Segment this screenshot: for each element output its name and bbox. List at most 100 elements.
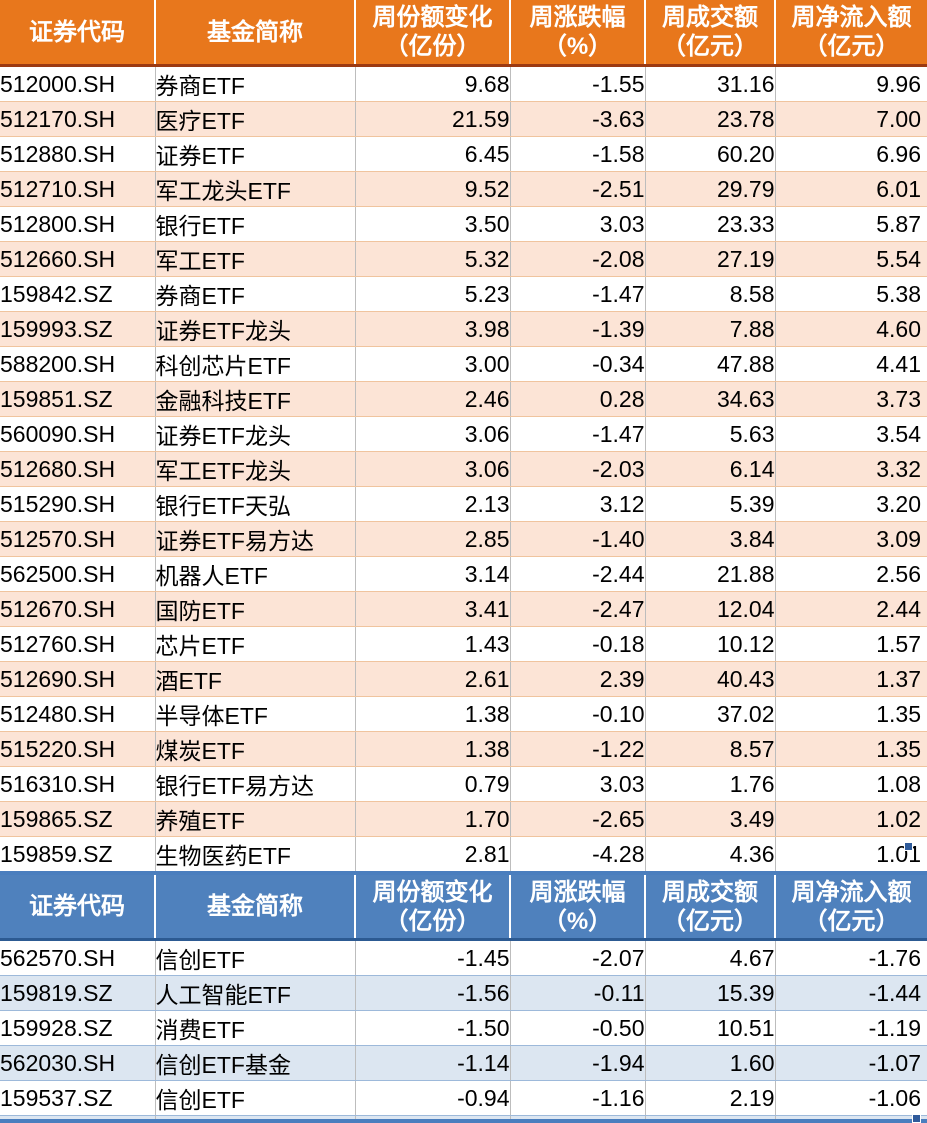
cell-turnover: 1.60 [645,1045,776,1081]
net-outflow-table-body: 562570.SH 信创ETF -1.45 -2.07 4.67 -1.76 159819.… [0,939,927,1123]
fill-handle-icon[interactable] [904,842,913,851]
header-label: 周份额变化 [372,878,493,906]
table-row: 516310.SH 银行ETF易方达 0.79 3.03 1.76 1.08 [0,766,927,802]
header-unit: （亿元） [662,33,758,60]
cell-share-change: -1.56 [355,975,511,1011]
cell-code: 562500.SH [0,556,156,592]
cell-code: 159851.SZ [0,381,156,417]
cell-name: 医疗ETF [155,101,356,137]
cell-turnover: 4.67 [645,939,776,976]
table-row: 512480.SH 半导体ETF 1.38 -0.10 37.02 1.35 [0,696,927,732]
table-row: 512690.SH 酒ETF 2.61 2.39 40.43 1.37 [0,661,927,697]
cell-name: 军工龙头ETF [155,171,356,207]
cell-share-change: 6.45 [355,136,511,172]
cell-net-inflow: 5.38 [775,276,927,312]
cell-pct-change: -0.10 [510,696,646,732]
cell-pct-change: -4.28 [510,836,646,871]
cell-share-change: 1.38 [355,731,511,767]
cell-turnover: 4.36 [645,836,776,871]
header-row: 证券代码 基金简称 周份额变化 （亿份） 周涨跌幅 （%） 周成交额 （亿元） 周净流入额 （亿元… [0,0,927,67]
cell-pct-change: -2.07 [510,939,646,976]
cell-share-change: 2.13 [355,486,511,522]
cell-turnover: 34.63 [645,381,776,417]
cell-name: 证券ETF龙头 [155,416,356,452]
header-label: 基金简称 [207,18,303,46]
cell-code: 512680.SH [0,451,156,487]
cell-net-inflow: -1.07 [775,1045,927,1081]
cell-code: 512000.SH [0,65,156,102]
cell-name: 养殖ETF [155,801,356,837]
cell-pct-change: 3.03 [510,206,646,242]
table-row: 588200.SH 科创芯片ETF 3.00 -0.34 47.88 4.41 [0,346,927,382]
cell-share-change: 5.23 [355,276,511,312]
table-row: 562570.SH 信创ETF -1.45 -2.07 4.67 -1.76 [0,939,927,976]
cell-turnover: 23.78 [645,101,776,137]
cell-turnover: 3.49 [645,801,776,837]
header-unit: （亿元） [662,907,758,935]
cell-name: 半导体ETF [155,696,356,732]
cell-code: 512690.SH [0,661,156,697]
header-cell-pct-change: 周涨跌幅 （%） [510,0,646,67]
cell-turnover: 1.76 [645,766,776,802]
cell-net-inflow: 7.00 [775,101,927,137]
cell-share-change: 1.70 [355,801,511,837]
cell-pct-change: -2.47 [510,591,646,627]
cell-share-change: -0.94 [355,1080,511,1116]
header-cell-name: 基金简称 [155,875,356,941]
cell-share-change: 9.68 [355,65,511,102]
header-label: 周净流入额 [791,4,912,31]
table-row: 512680.SH 军工ETF龙头 3.06 -2.03 6.14 3.32 [0,451,927,487]
cell-net-inflow: 3.32 [775,451,927,487]
table-row: 159851.SZ 金融科技ETF 2.46 0.28 34.63 3.73 [0,381,927,417]
cell-turnover: 15.39 [645,975,776,1011]
cell-turnover: 7.88 [645,311,776,347]
header-cell-share-change: 周份额变化 （亿份） [355,875,511,941]
cell-name: 国防ETF [155,591,356,627]
cell-name: 科创芯片ETF [155,346,356,382]
net-inflow-table: 证券代码 基金简称 周份额变化 （亿份） 周涨跌幅 （%） 周成交额 （亿元） 周净流入额 （亿元… [0,0,927,871]
cell-pct-change: 0.28 [510,381,646,417]
net-inflow-table-body: 512000.SH 券商ETF 9.68 -1.55 31.16 9.96 512170.S… [0,65,927,871]
cell-turnover: 3.84 [645,521,776,557]
cell-net-inflow: -1.06 [775,1080,927,1116]
table-row: 512660.SH 军工ETF 5.32 -2.08 27.19 5.54 [0,241,927,277]
header-cell-net-inflow: 周净流入额 （亿元） [775,875,927,941]
cell-pct-change: -2.44 [510,556,646,592]
fill-handle-icon[interactable] [912,1114,921,1123]
cell-share-change: 2.61 [355,661,511,697]
cell-turnover: 8.57 [645,731,776,767]
table-row: 512570.SH 证券ETF易方达 2.85 -1.40 3.84 3.09 [0,521,927,557]
cell-turnover: 47.88 [645,346,776,382]
header-label: 基金简称 [207,893,303,920]
table-row: 159993.SZ 证券ETF龙头 3.98 -1.39 7.88 4.60 [0,311,927,347]
header-cell-name: 基金简称 [155,0,356,67]
cell-share-change: 1.43 [355,626,511,662]
header-row: 证券代码 基金简称 周份额变化 （亿份） 周涨跌幅 （%） 周成交额 （亿元） 周净流入额 （亿元… [0,875,927,941]
cell-name: 证券ETF龙头 [155,311,356,347]
cell-pct-change: -0.50 [510,1010,646,1046]
table-row: 159859.SZ 生物医药ETF 2.81 -4.28 4.36 1.01 [0,836,927,871]
cell-code: 512800.SH [0,206,156,242]
cell-code: 512880.SH [0,136,156,172]
table-row: 512170.SH 医疗ETF 21.59 -3.63 23.78 7.00 [0,101,927,137]
cell-name: 煤炭ETF [155,731,356,767]
cell-name: 券商ETF [155,276,356,312]
cell-turnover: 12.04 [645,591,776,627]
cell-name: 生物医药ETF [155,836,356,871]
cell-name: 信创ETF [155,1080,356,1116]
cell-turnover: 5.39 [645,486,776,522]
header-cell-code: 证券代码 [0,0,156,67]
cell-share-change: 3.41 [355,591,511,627]
cell-net-inflow: 1.57 [775,626,927,662]
cell-name: 银行ETF天弘 [155,486,356,522]
selection-border-line-bottom [0,1119,927,1123]
cell-net-inflow: 1.02 [775,801,927,837]
cell-share-change: -1.14 [355,1045,511,1081]
cell-net-inflow: 3.09 [775,521,927,557]
table-row: 562030.SH 信创ETF基金 -1.14 -1.94 1.60 -1.07 [0,1045,927,1081]
cell-net-inflow: 1.35 [775,731,927,767]
header-unit: （%） [542,33,613,60]
table-row: 512880.SH 证券ETF 6.45 -1.58 60.20 6.96 [0,136,927,172]
cell-share-change: 3.06 [355,451,511,487]
table-row: 512760.SH 芯片ETF 1.43 -0.18 10.12 1.57 [0,626,927,662]
